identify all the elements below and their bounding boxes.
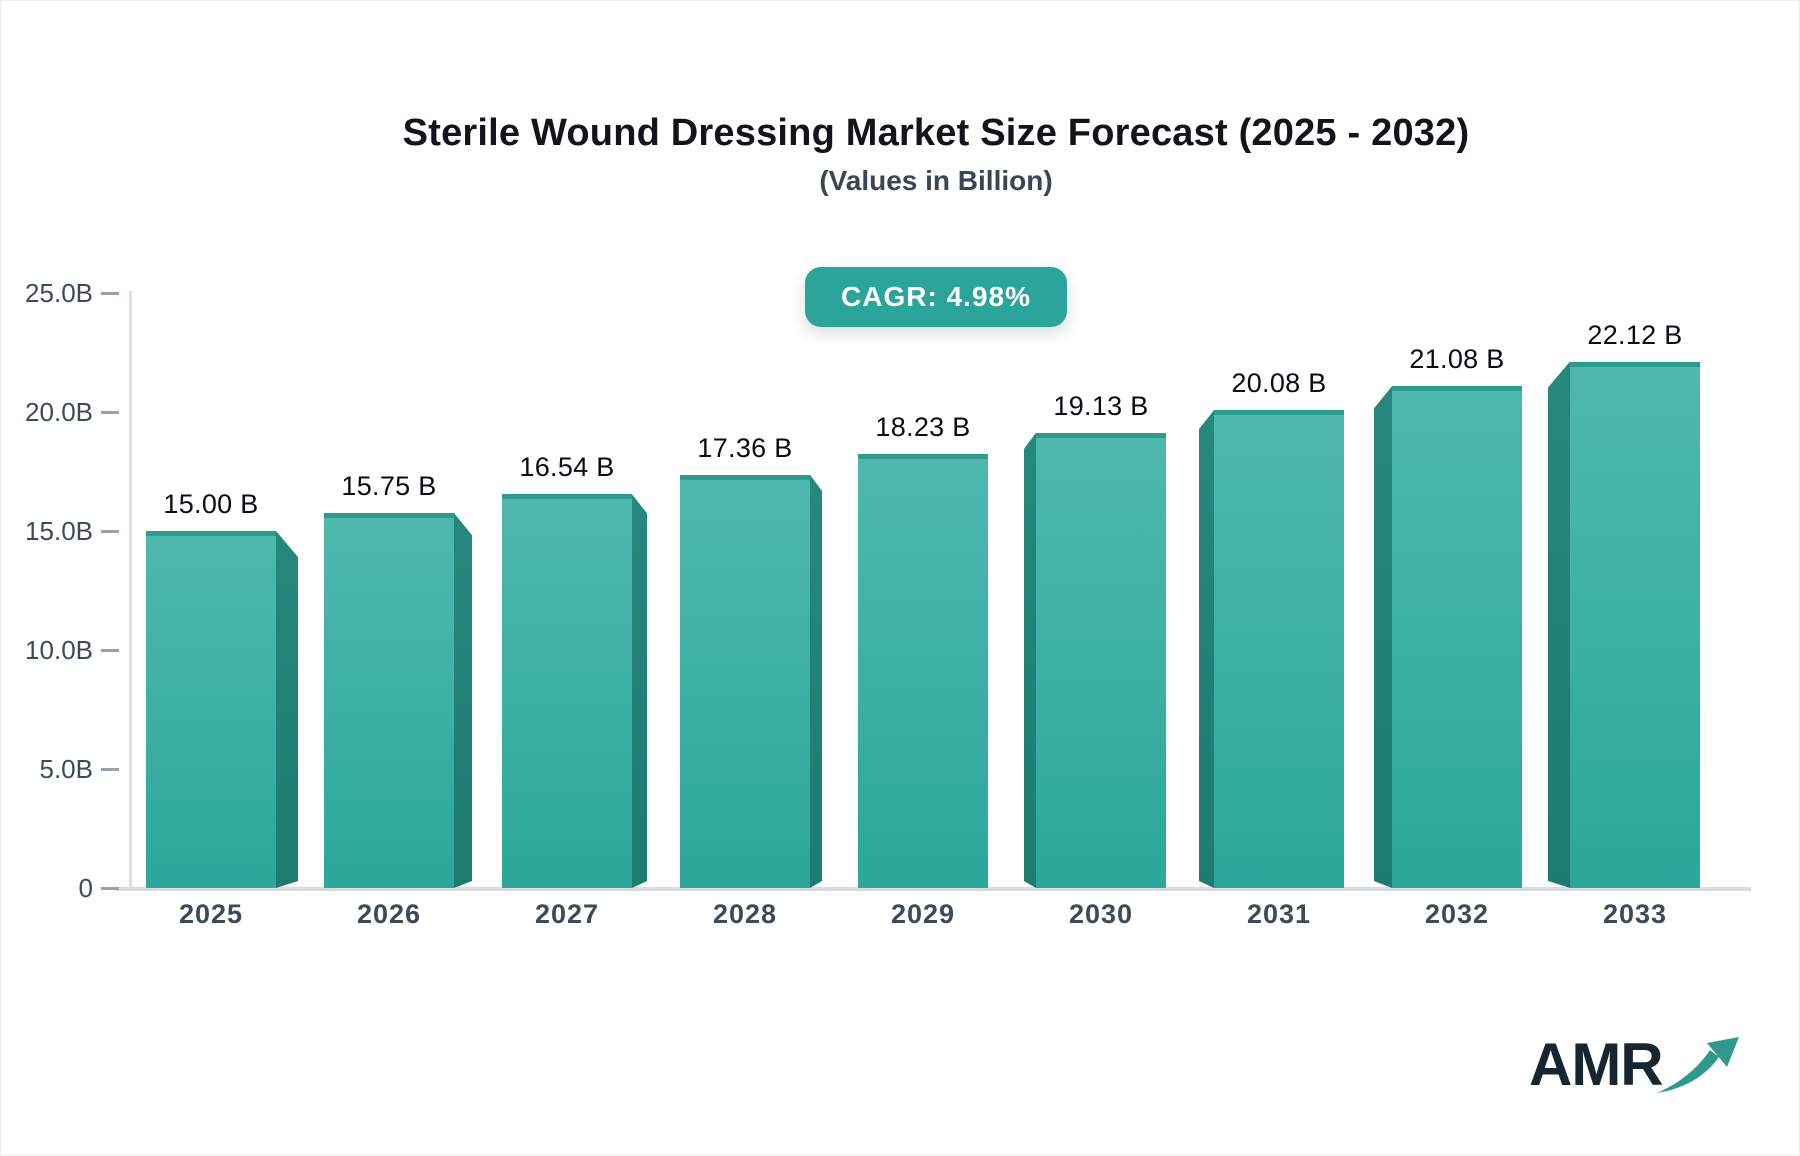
bar-3d-side [1374,386,1392,888]
bar-2026 [324,513,454,888]
y-tick-label: 0 [78,873,93,903]
x-axis-label: 2030 [1068,899,1134,929]
y-tick-dash [101,649,119,652]
x-axis-baseline [115,887,1751,891]
bar-2033 [1570,361,1700,888]
bar-2030 [1036,432,1166,888]
x-axis-label: 2025 [178,899,244,929]
bar-3d-side [1199,410,1214,888]
y-tick-label: 15.0B [25,516,93,546]
chart-subtitle: (Values in Billion) [819,165,1053,196]
x-axis-label: 2027 [534,899,600,929]
y-tick-label: 25.0B [25,278,93,308]
bar-2028 [680,474,810,888]
bar-value-label: 15.00 B [163,489,259,519]
chart-header: Sterile Wound Dressing Market Size Forec… [131,111,1741,327]
y-tick-label: 10.0B [25,635,93,665]
bar-2032 [1392,386,1522,888]
bar-3d-side [810,475,822,888]
x-axis-label: 2033 [1602,899,1668,929]
x-axis-label: 2029 [890,899,956,929]
cagr-badge: CAGR: 4.98% [805,267,1067,327]
y-tick-dash [101,530,119,533]
bar-2027 [502,494,632,888]
bar-value-label: 22.12 B [1587,319,1683,350]
bar-value-label: 18.23 B [875,412,971,443]
bar-value-label: 16.54 B [519,452,615,483]
y-tick-label: 20.0B [25,397,93,427]
bar-value-label: 21.08 B [1409,344,1505,375]
x-axis-label: 2031 [1246,899,1312,929]
chart-title: Sterile Wound Dressing Market Size Forec… [402,112,1470,154]
bar-value-label: 20.08 B [1231,368,1327,399]
bar-3d-side [632,494,647,888]
y-tick-dash [101,887,119,890]
y-tick-dash [101,411,119,414]
y-axis-line [129,291,132,888]
y-tick-label: 5.0B [39,754,94,784]
x-axis-label: 2032 [1424,899,1490,929]
y-tick-dash [101,292,119,295]
bar-3d-side [1024,433,1036,888]
bar-value-label: 17.36 B [697,432,793,463]
x-axis-label: 2026 [356,899,422,929]
amr-logo: AMR [1529,1035,1747,1101]
amr-logo-text: AMR [1529,1031,1664,1098]
bar-value-label: 15.75 B [341,471,437,502]
bar-3d-side [1548,362,1570,888]
bar-2031 [1214,410,1344,888]
growth-arrow-icon [1656,1037,1739,1093]
bar-3d-side [276,531,298,888]
bar-2029 [858,454,988,888]
x-axis-label: 2028 [712,899,778,929]
y-tick-dash [101,768,119,771]
bar-value-label: 19.13 B [1053,390,1149,421]
bar-2025 [146,531,276,888]
bar-3d-side [454,513,472,888]
